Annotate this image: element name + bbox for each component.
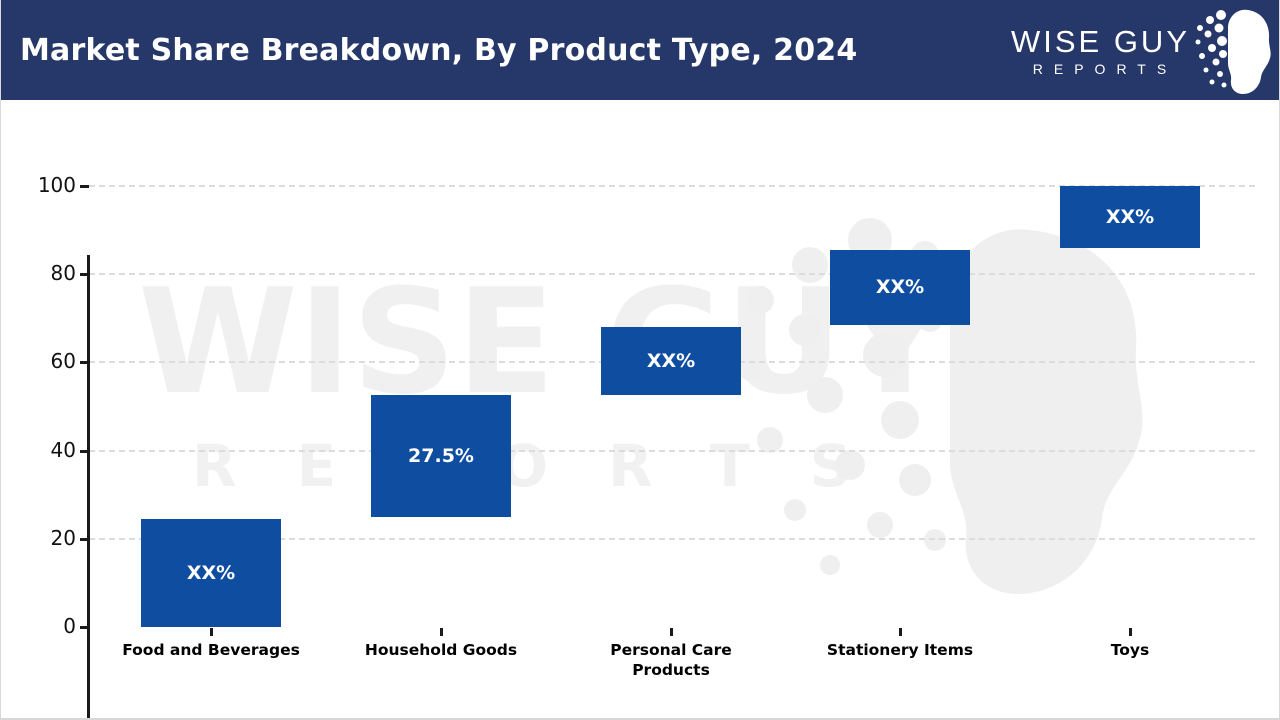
y-tick-label: 20	[50, 525, 76, 550]
x-tick-mark	[1129, 628, 1132, 636]
watermark-reports: REPORTS	[192, 432, 912, 500]
y-tick-label: 100	[37, 173, 76, 197]
bar-toys: XX%	[1060, 186, 1200, 248]
x-category-label: Food and Beverages	[122, 641, 300, 659]
bar-personal-care-products: XX%	[601, 327, 741, 396]
x-tick-mark	[210, 628, 213, 636]
chart-title: Market Share Breakdown, By Product Type,…	[20, 32, 858, 68]
y-axis-line	[87, 255, 90, 720]
bar-value-label: XX%	[646, 350, 696, 373]
y-tick-mark	[80, 185, 89, 188]
logo-wordmark: WISE GUY	[1010, 24, 1190, 59]
y-tick-mark	[80, 626, 89, 629]
logo-subtitle: REPORTS	[1032, 61, 1178, 77]
header-band: Market Share Breakdown, By Product Type,…	[0, 0, 1280, 100]
gridline-80	[89, 273, 1255, 276]
bar-value-label: XX%	[875, 276, 925, 299]
logo-text: WISE GUY REPORTS	[1011, 24, 1190, 78]
bar-value-label: XX%	[1105, 205, 1155, 228]
bar-food-and-beverages: XX%	[141, 518, 281, 627]
x-category-label: Toys	[1110, 641, 1150, 659]
x-category-label: Stationery Items	[826, 641, 974, 659]
x-tick-mark	[440, 628, 443, 636]
y-tick-label: 0	[63, 614, 76, 638]
y-tick-label: 80	[50, 261, 76, 286]
bar-stationery-items: XX%	[830, 249, 970, 325]
y-tick-label: 40	[50, 437, 76, 462]
gridline-40	[89, 449, 1255, 452]
x-tick-mark	[670, 628, 673, 636]
bar-household-goods: 27.5%	[371, 395, 511, 517]
y-tick-mark	[80, 449, 89, 453]
wise-guy-reports-logo: WISE GUY REPORTS	[1011, 6, 1272, 96]
x-category-label: Household Goods	[364, 641, 518, 659]
gridline-100	[89, 185, 1255, 187]
bar-value-label: XX%	[186, 561, 236, 584]
gridline-20	[89, 537, 1255, 540]
y-tick-mark	[80, 273, 89, 277]
y-tick-mark	[80, 361, 89, 365]
dotted-head-icon	[1195, 9, 1271, 95]
x-category-label: Personal Care Products	[610, 641, 732, 679]
y-tick-mark	[80, 537, 89, 541]
y-tick-label: 60	[50, 349, 76, 374]
x-tick-mark	[899, 628, 902, 636]
bar-value-label: 27.5%	[408, 445, 474, 468]
plot-area	[0, 100, 1280, 720]
